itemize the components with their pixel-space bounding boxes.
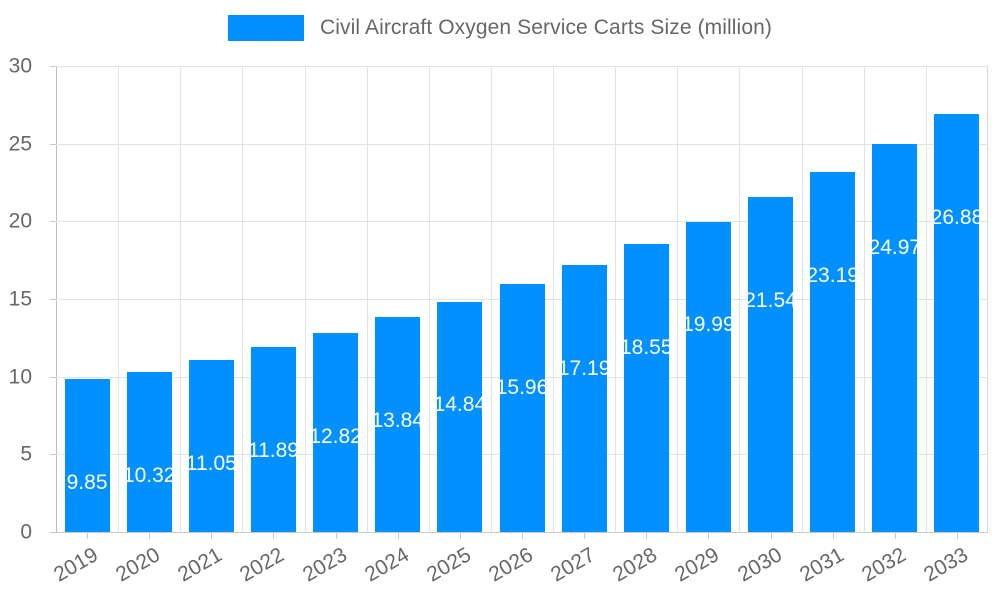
x-tick-mark	[646, 532, 647, 539]
y-tick-label: 0	[20, 520, 32, 544]
y-gridline	[56, 66, 988, 67]
x-tick-mark	[211, 532, 212, 539]
x-tick-label: 2021	[174, 543, 227, 587]
bar[interactable]	[64, 379, 110, 532]
x-tick-label: 2027	[547, 543, 600, 587]
y-gridline	[56, 221, 988, 223]
bar[interactable]	[437, 301, 483, 532]
y-tick-mark	[50, 299, 56, 300]
x-tick-mark	[460, 532, 461, 539]
x-tick-mark	[895, 532, 896, 539]
y-tick-label: 10	[8, 365, 32, 389]
x-tick-label: 2030	[733, 543, 786, 587]
bar[interactable]	[872, 144, 918, 532]
x-tick-label: 2026	[485, 543, 537, 587]
x-tick-mark	[522, 532, 523, 539]
x-tick-label: 2028	[609, 543, 662, 587]
bar[interactable]	[810, 171, 856, 532]
x-tick-label: 2019	[50, 543, 103, 587]
x-gridline	[864, 66, 865, 532]
y-gridline	[56, 143, 988, 145]
bar[interactable]	[250, 347, 296, 532]
x-tick-mark	[708, 532, 709, 539]
bar[interactable]	[748, 197, 794, 532]
y-tick-label: 5	[20, 442, 32, 466]
x-tick-label: 2022	[236, 543, 289, 587]
x-tick-label: 2031	[795, 543, 848, 587]
x-gridline	[118, 66, 119, 532]
x-tick-label: 2024	[360, 543, 413, 587]
y-tick-mark	[50, 221, 56, 223]
bar[interactable]	[126, 371, 172, 532]
y-tick-mark	[50, 376, 56, 378]
bar[interactable]	[313, 332, 359, 532]
x-axis-labels: 2019 2020 2021 2022 2023 2024 2025 2026 2027 2028…	[50, 532, 988, 600]
bar[interactable]	[188, 360, 234, 532]
x-tick-mark	[87, 532, 88, 539]
x-tick-label: 2025	[422, 543, 475, 587]
x-gridline	[367, 66, 368, 532]
y-tick-label: 25	[8, 132, 32, 156]
x-tick-mark	[336, 532, 337, 539]
bar[interactable]	[499, 284, 545, 532]
y-tick-mark	[50, 532, 56, 533]
x-gridline	[553, 66, 554, 532]
legend-series-label: Civil Aircraft Oxygen Service Carts Size…	[320, 16, 772, 39]
x-tick-label: 2023	[298, 543, 351, 587]
x-gridline	[739, 66, 740, 532]
x-gridline	[926, 66, 927, 532]
bar[interactable]	[685, 221, 731, 532]
x-tick-mark	[771, 532, 772, 539]
y-tick-mark	[50, 454, 56, 456]
x-tick-label: 2033	[919, 543, 972, 587]
x-gridline	[802, 66, 803, 532]
plot-area: 9.85 10.32 11.05 11.89 12.82 13.84 14.84 15.96 1…	[9, 56, 988, 543]
x-tick-label: 2020	[112, 543, 165, 587]
y-tick-mark	[50, 66, 56, 67]
x-gridline	[491, 66, 492, 532]
y-tick-mark	[50, 143, 56, 145]
x-tick-label: 2032	[857, 543, 910, 587]
y-tick-label: 30	[8, 54, 32, 78]
x-tick-mark	[273, 532, 274, 539]
bar[interactable]	[934, 114, 980, 532]
x-tick-label: 2029	[671, 543, 724, 587]
bar[interactable]	[375, 317, 421, 532]
x-tick-mark	[398, 532, 399, 539]
x-tick-mark	[584, 532, 585, 539]
x-gridline	[305, 66, 306, 532]
bar[interactable]	[623, 243, 669, 532]
y-tick-label: 20	[8, 209, 32, 233]
x-gridline	[677, 66, 678, 532]
chart-legend: Civil Aircraft Oxygen Service Carts Size…	[0, 10, 1000, 46]
x-gridline	[180, 66, 181, 532]
legend-color-swatch	[228, 15, 305, 41]
x-gridline	[429, 66, 430, 532]
x-tick-mark	[833, 532, 834, 539]
bar[interactable]	[561, 264, 607, 532]
x-gridline	[242, 66, 243, 532]
x-tick-mark	[957, 532, 958, 539]
x-gridline	[615, 66, 616, 532]
x-tick-mark	[149, 532, 150, 539]
y-tick-label: 15	[8, 287, 32, 311]
